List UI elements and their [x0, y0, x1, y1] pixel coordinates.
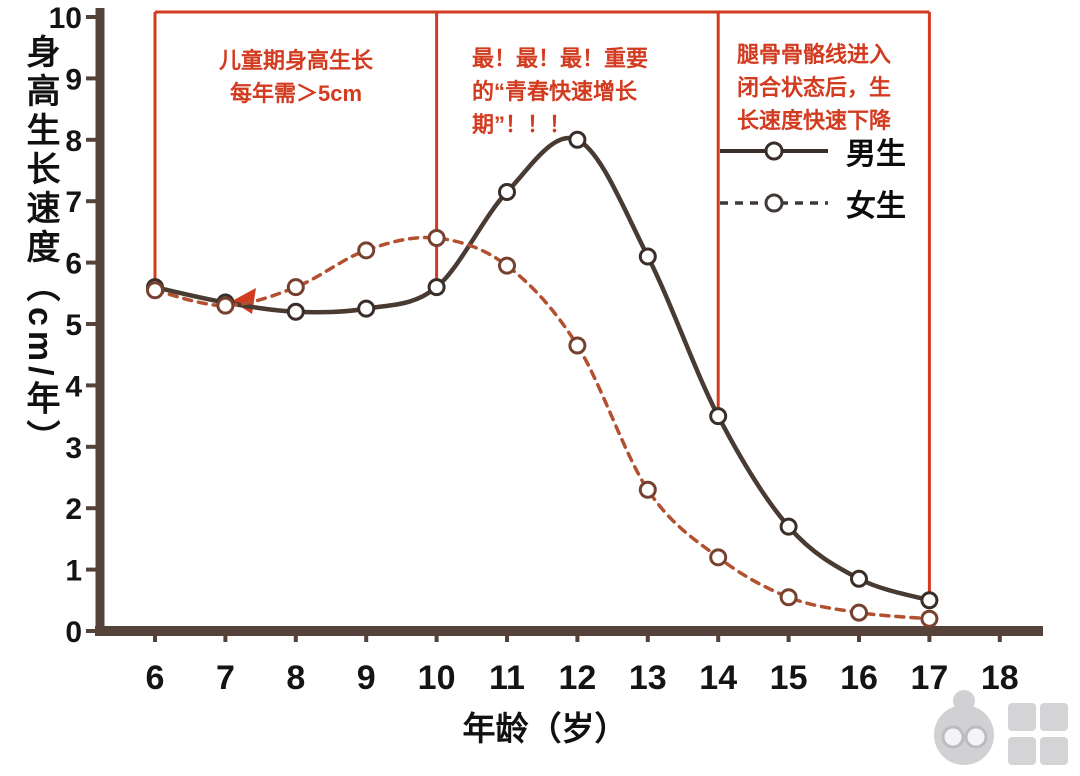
boys-marker — [850, 569, 868, 588]
boys-marker — [920, 591, 939, 610]
y-tick-label: 1 — [65, 555, 82, 588]
x-tick-label: 11 — [489, 659, 525, 697]
boys-marker — [638, 247, 657, 266]
legend-sample-solid-line — [720, 141, 828, 161]
girls-marker — [216, 296, 235, 315]
x-tick-label: 12 — [558, 659, 596, 697]
boys-marker — [709, 407, 728, 426]
watermark — [928, 687, 1078, 776]
annotation-growth-plate-closure: 腿骨骨骼线进入 闭合状态后，生 长速度快速下降 — [737, 38, 955, 137]
y-tick-label: 3 — [65, 432, 82, 465]
annotation-line: 最！最！最！重要 — [472, 46, 649, 71]
annotation-line: 儿童期身高生长 — [218, 48, 373, 73]
boys-marker — [357, 299, 376, 318]
annotation-line: 的“青春快速增长 — [472, 79, 638, 104]
annotation-line: 腿骨骨骼线进入 — [737, 42, 892, 67]
girls-marker — [709, 548, 728, 567]
highlight-guides — [153, 10, 931, 601]
annotation-childhood-growth: 儿童期身高生长 每年需＞5cm — [196, 44, 396, 110]
boys-marker — [779, 517, 798, 536]
girls-marker — [427, 229, 446, 248]
girls-marker — [568, 336, 587, 355]
x-tick-label: 9 — [357, 659, 376, 697]
boys-marker — [568, 130, 587, 149]
legend-sample-dashed-line — [720, 193, 828, 213]
girls-marker — [498, 256, 516, 275]
annotation-line: 期”！！！ — [472, 112, 572, 137]
boys-marker — [498, 182, 516, 201]
annotation-arrow — [232, 288, 256, 314]
y-tick-label: 2 — [65, 493, 82, 526]
girls-marker — [920, 609, 939, 628]
y-tick-label: 5 — [65, 309, 82, 342]
y-axis-label: 身高生长速度（cm/年） — [21, 34, 59, 459]
girls-marker — [146, 281, 164, 300]
x-tick-label: 7 — [216, 659, 235, 697]
boys-marker — [286, 302, 305, 321]
y-tick-label: 10 — [49, 2, 82, 35]
girls-marker — [357, 241, 376, 260]
x-tick-label: 14 — [699, 659, 737, 697]
x-tick-label: 18 — [981, 659, 1019, 697]
annotation-puberty-spurt: 最！最！最！重要 的“青春快速增长 期”！！！ — [472, 42, 702, 141]
legend-item-girls: 女生 — [718, 185, 906, 223]
legend-label-girls: 女生 — [846, 190, 906, 223]
y-tick-label: 6 — [65, 248, 82, 281]
girls-marker — [638, 480, 657, 499]
x-tick-label: 15 — [770, 659, 808, 697]
watermark-avatar — [934, 690, 1068, 765]
axes — [86, 8, 1043, 642]
x-tick-label: 13 — [629, 659, 667, 697]
x-tick-label: 6 — [146, 659, 165, 697]
girls-marker — [850, 603, 868, 622]
x-tick-label: 17 — [910, 659, 948, 697]
x-tick-label: 10 — [418, 659, 456, 697]
legend-label-boys: 男生 — [846, 138, 906, 171]
girls-line — [146, 229, 939, 628]
x-axis-label: 年龄（岁） — [462, 710, 628, 747]
y-tick-label: 8 — [65, 125, 82, 158]
x-tick-label: 16 — [840, 659, 878, 697]
legend-item-boys: 男生 — [718, 133, 906, 171]
annotation-line: 闭合状态后，生 — [737, 75, 892, 100]
y-tick-label: 9 — [65, 63, 82, 96]
boys-marker — [427, 278, 446, 297]
y-tick-label: 7 — [65, 186, 82, 219]
y-tick-label: 0 — [65, 616, 82, 649]
girls-marker — [779, 588, 798, 607]
girls-marker — [286, 278, 305, 297]
x-tick-label: 8 — [286, 659, 305, 697]
legend: 男生 女生 — [718, 133, 906, 237]
watermark-text-block — [1008, 703, 1068, 765]
annotation-line: 长速度快速下降 — [737, 108, 892, 133]
y-tick-label: 4 — [65, 370, 82, 403]
annotation-line: 每年需＞5cm — [229, 81, 363, 106]
